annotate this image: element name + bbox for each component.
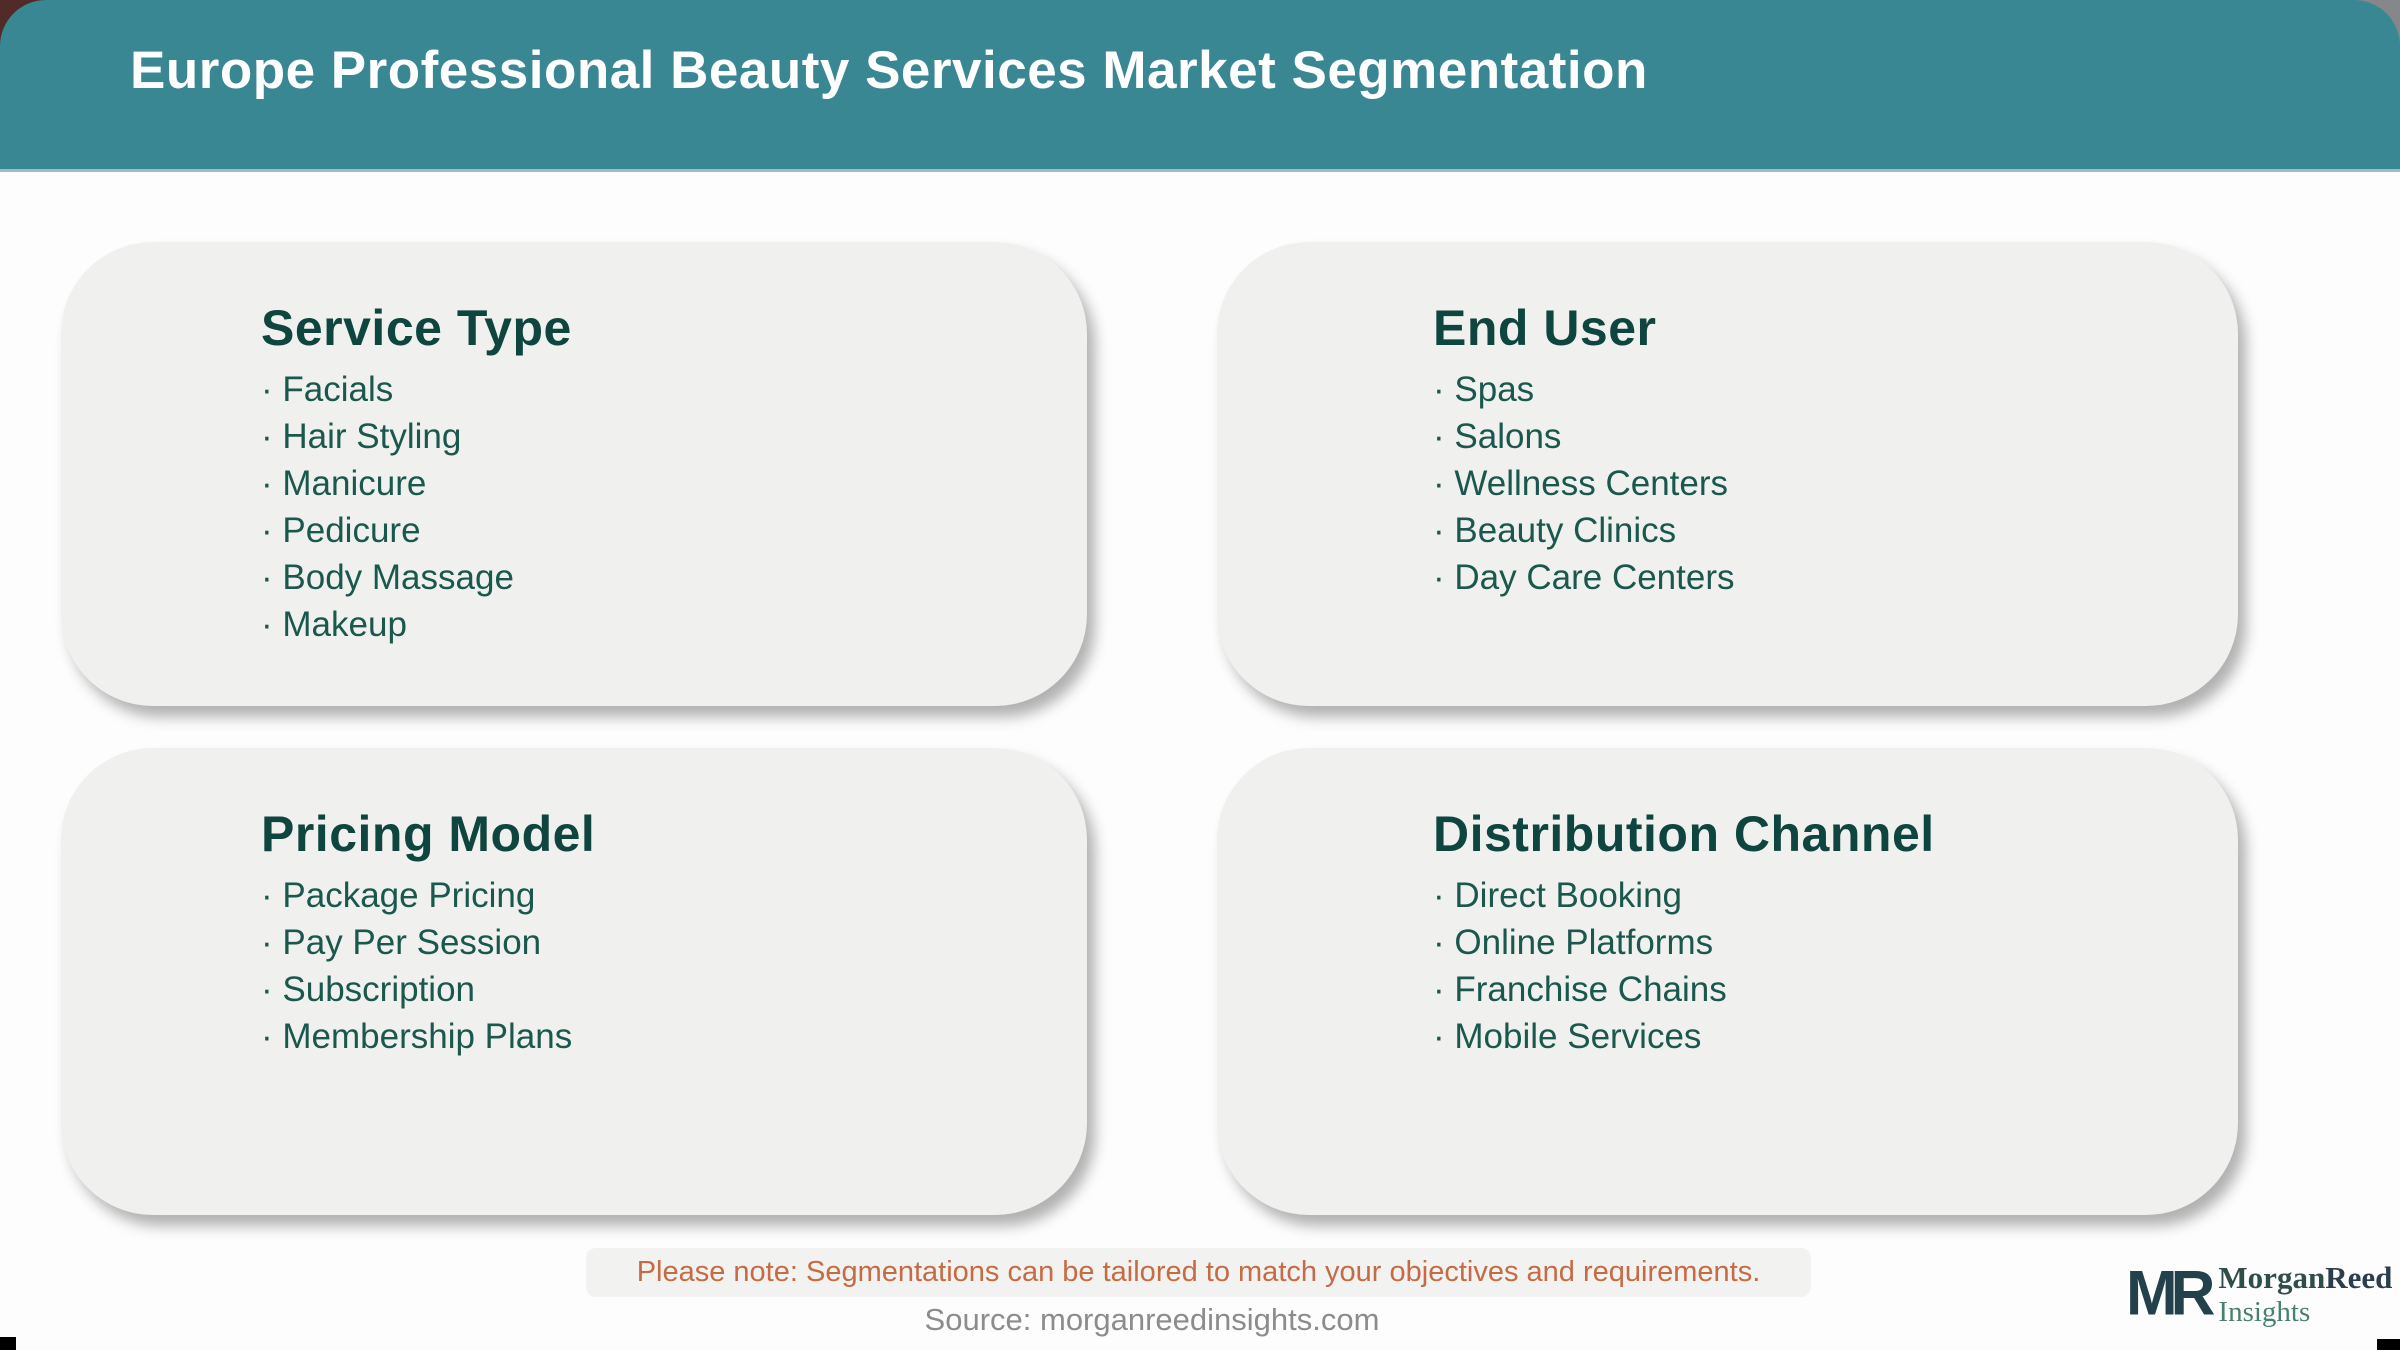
card-service-type: Service Type Facials Hair Styling Manicu… xyxy=(61,242,1087,706)
distribution-channel-list: Direct Booking Online Platforms Franchis… xyxy=(1433,872,2198,1060)
list-item: Subscription xyxy=(261,966,1047,1013)
list-item: Franchise Chains xyxy=(1433,966,2198,1013)
logo-wordmark: MorganReed Insights xyxy=(2218,1260,2393,1328)
card-pricing-model: Pricing Model Package Pricing Pay Per Se… xyxy=(61,748,1087,1215)
pricing-model-list: Package Pricing Pay Per Session Subscrip… xyxy=(261,872,1047,1060)
list-item: Day Care Centers xyxy=(1433,554,2198,601)
list-item: Mobile Services xyxy=(1433,1013,2198,1060)
list-item: Wellness Centers xyxy=(1433,460,2198,507)
logo-brand-reed: Reed xyxy=(2325,1260,2393,1295)
card-distribution-channel: Distribution Channel Direct Booking Onli… xyxy=(1217,748,2238,1215)
list-item: Pedicure xyxy=(261,507,1047,554)
logo-brand-morgan: Morgan xyxy=(2218,1260,2326,1295)
list-item: Package Pricing xyxy=(261,872,1047,919)
list-item: Manicure xyxy=(261,460,1047,507)
tailoring-note: Please note: Segmentations can be tailor… xyxy=(586,1248,1811,1297)
end-user-list: Spas Salons Wellness Centers Beauty Clin… xyxy=(1433,366,2198,601)
card-title-end-user: End User xyxy=(1433,300,1657,356)
list-item: Salons xyxy=(1433,413,2198,460)
source-text: Source: morganreedinsights.com xyxy=(924,1302,1380,1337)
list-item: Makeup xyxy=(261,601,1047,648)
mr-monogram-icon: MR xyxy=(2126,1258,2215,1330)
service-type-list: Facials Hair Styling Manicure Pedicure B… xyxy=(261,366,1047,648)
list-item: Membership Plans xyxy=(261,1013,1047,1060)
card-content: Service Type Facials Hair Styling Manicu… xyxy=(61,242,1087,648)
screen-artifact-bottom-right xyxy=(2377,1339,2400,1350)
list-item: Beauty Clinics xyxy=(1433,507,2198,554)
card-content: Distribution Channel Direct Booking Onli… xyxy=(1217,748,2238,1060)
card-end-user: End User Spas Salons Wellness Centers Be… xyxy=(1217,242,2238,706)
card-content: Pricing Model Package Pricing Pay Per Se… xyxy=(61,748,1087,1060)
screen-artifact-bottom-left xyxy=(0,1337,16,1350)
card-content: End User Spas Salons Wellness Centers Be… xyxy=(1217,242,2238,601)
list-item: Pay Per Session xyxy=(261,919,1047,966)
morganreed-logo: MR MorganReed Insights xyxy=(2126,1258,2393,1330)
page-title: Europe Professional Beauty Services Mark… xyxy=(130,41,1648,100)
list-item: Facials xyxy=(261,366,1047,413)
logo-brand-name: MorganReed xyxy=(2218,1260,2393,1295)
list-item: Body Massage xyxy=(261,554,1047,601)
card-title-service-type: Service Type xyxy=(261,300,572,356)
list-item: Spas xyxy=(1433,366,2198,413)
title-banner: Europe Professional Beauty Services Mark… xyxy=(0,0,2400,172)
list-item: Online Platforms xyxy=(1433,919,2198,966)
card-title-pricing-model: Pricing Model xyxy=(261,806,596,862)
list-item: Hair Styling xyxy=(261,413,1047,460)
card-title-distribution-channel: Distribution Channel xyxy=(1433,806,1935,862)
list-item: Direct Booking xyxy=(1433,872,2198,919)
logo-brand-insights: Insights xyxy=(2218,1295,2311,1328)
